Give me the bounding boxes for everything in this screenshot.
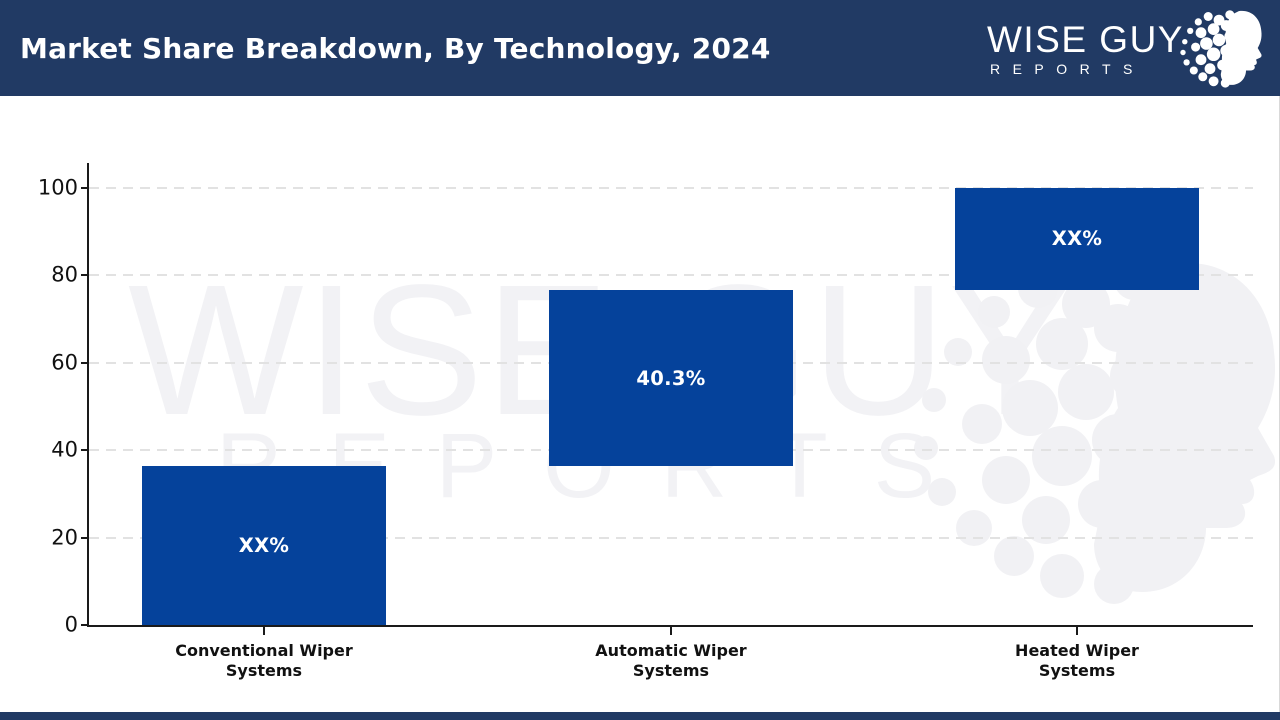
logo-text: WISE GUY REPORTS (987, 21, 1184, 76)
gridline (89, 186, 1253, 189)
y-tick-label: 40 (51, 437, 78, 462)
y-tick-label: 20 (51, 525, 78, 549)
bar-value-label: 40.3% (636, 366, 706, 390)
gridline (89, 274, 1253, 276)
x-axis-tick (670, 627, 672, 635)
logo-tagline: REPORTS (989, 60, 1145, 77)
y-axis-tick (81, 536, 89, 539)
bar-segment: 40.3% (549, 289, 793, 467)
category-label: Heated Wiper Systems (1015, 641, 1139, 680)
category-label: Automatic Wiper Systems (595, 641, 747, 680)
x-axis-tick (263, 627, 265, 635)
y-axis-tick (81, 449, 89, 451)
y-axis-tick (81, 361, 89, 364)
wiseguy-logo: WISE GUY REPORTS (987, 7, 1264, 89)
x-axis (87, 625, 1253, 627)
logo-wordmark: WISE GUY (986, 18, 1184, 60)
footer-bar (0, 712, 1280, 720)
category-label: Conventional Wiper Systems (175, 641, 353, 680)
x-axis-tick (1076, 627, 1078, 635)
bar-segment: XX% (142, 466, 386, 625)
header-bar: Market Share Breakdown, By Technology, 2… (0, 0, 1280, 96)
y-axis-tick (81, 624, 89, 626)
bar-segment: XX% (955, 187, 1199, 290)
y-axis (87, 163, 89, 627)
y-tick-label: 60 (51, 350, 78, 374)
y-axis-tick (81, 274, 89, 276)
page-title: Market Share Breakdown, By Technology, 2… (20, 31, 771, 65)
gridline (89, 536, 1253, 539)
bar-value-label: XX% (1051, 227, 1103, 251)
y-tick-label: 0 (64, 612, 78, 637)
y-tick-label: 80 (51, 262, 78, 287)
bar-value-label: XX% (238, 534, 290, 558)
wiseguy-face-icon (1180, 10, 1262, 88)
y-axis-tick (81, 186, 89, 189)
y-tick-label: 100 (37, 175, 78, 199)
